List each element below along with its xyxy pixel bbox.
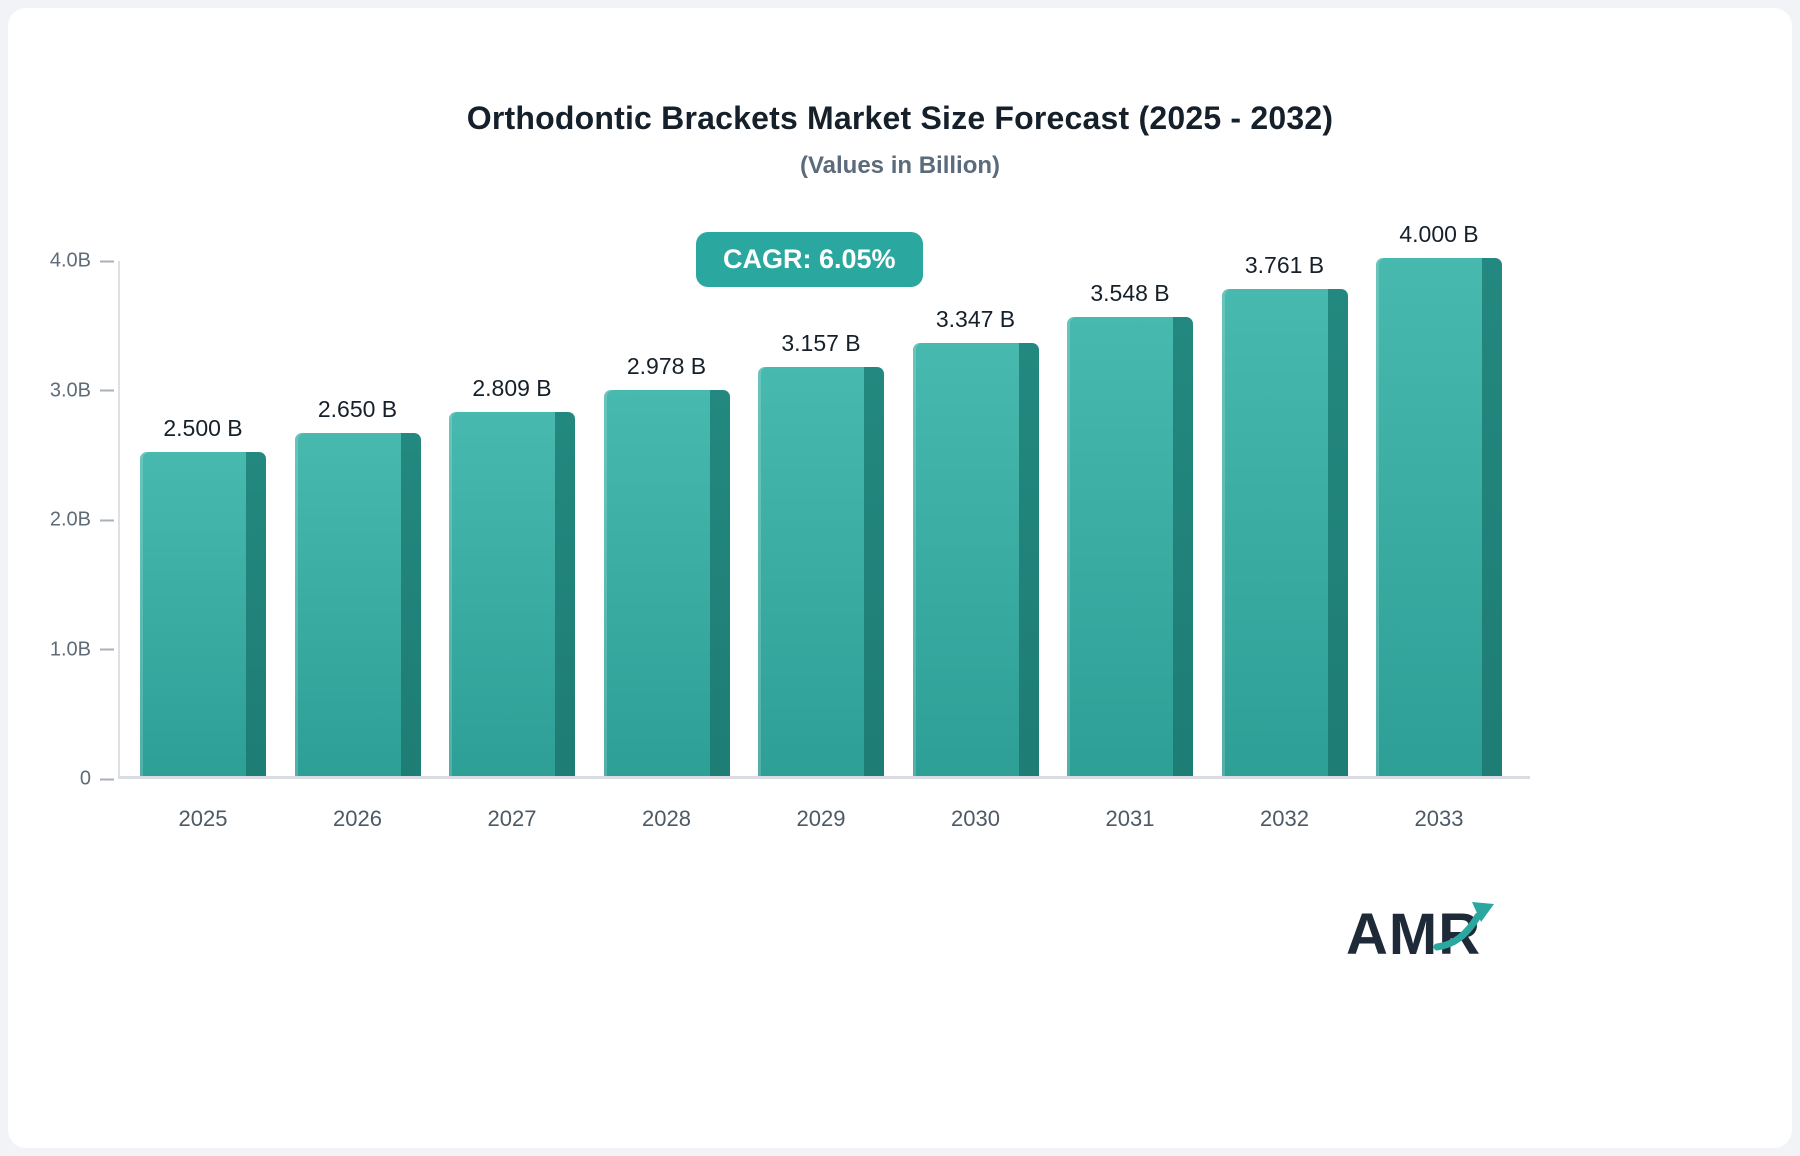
bar: 3.548 B 2031: [1067, 280, 1193, 831]
y-axis-tick: 0: [80, 768, 114, 791]
x-axis-tick-label: 2033: [1414, 806, 1464, 831]
y-tick-dash: [100, 260, 114, 262]
y-axis-tick: 1.0B: [50, 638, 114, 661]
x-axis-tick-label: 2026: [333, 806, 382, 831]
y-tick-dash: [100, 778, 114, 780]
bar-face-side: [1327, 289, 1348, 776]
bar-face-side: [1018, 343, 1039, 776]
bar-value-label: 2.650 B: [317, 396, 398, 422]
bar-face-side: [555, 412, 575, 776]
bar-face-main: [1067, 317, 1173, 776]
page-title: Orthodontic Brackets Market Size Forecas…: [466, 100, 1334, 136]
bar-value-label: 2.500 B: [163, 415, 243, 441]
x-axis-tick-label: 2030: [951, 806, 1000, 831]
bar-faces: [1221, 289, 1348, 776]
bar-face-main: [758, 367, 864, 776]
bar: 3.761 B 2032: [1221, 252, 1348, 831]
x-axis-tick-label: 2027: [487, 806, 537, 831]
y-tick-label: 4.0B: [49, 249, 91, 272]
bar-face-side: [400, 433, 421, 776]
bar-face-side: [246, 452, 266, 776]
x-axis-tick-label: 2025: [178, 806, 228, 831]
x-axis-tick-label: 2032: [1260, 806, 1309, 831]
bar-faces: [294, 433, 421, 776]
bar-faces: [912, 343, 1039, 776]
bar-faces: [140, 452, 266, 776]
x-axis-tick-label: 2028: [642, 806, 691, 831]
bar-face-main: [1376, 258, 1482, 776]
y-tick-dash: [100, 519, 114, 521]
bar-face-main: [449, 412, 555, 776]
bar-face-main: [603, 390, 710, 776]
bar-faces: [1376, 258, 1502, 776]
bar-face-side: [1173, 317, 1193, 776]
y-tick-label: 0: [79, 767, 91, 790]
bar: 2.978 B 2028: [603, 353, 730, 831]
logo-arrow-icon: [1433, 902, 1495, 951]
y-tick-dash: [100, 648, 114, 651]
y-axis-tick: 2.0B: [50, 509, 114, 532]
bar-value-label: 4.000 B: [1399, 221, 1479, 247]
bars-row: 2.500 B 2025 2.650 B 2026 2.809 B 2027 2.978 B…: [120, 221, 1530, 831]
y-tick-label: 2.0B: [49, 508, 91, 531]
bar-face-main: [294, 433, 401, 776]
bar: 3.157 B 2029: [758, 330, 884, 831]
plot-area: 4.0B 3.0B 2.0B 1.0B 0 2.500 B 2025 2.650 B 2026…: [50, 221, 1530, 831]
x-axis-tick-label: 2029: [796, 806, 846, 831]
bar-face-side: [864, 367, 884, 776]
bar-face-side: [1482, 258, 1502, 776]
y-tick-dash: [100, 389, 114, 392]
bar: 3.347 B 2030: [912, 306, 1039, 831]
bar: 2.809 B 2027: [449, 375, 575, 831]
y-axis-tick: 4.0B: [50, 250, 114, 273]
y-axis-tick: 3.0B: [50, 379, 114, 402]
bar-value-label: 3.347 B: [935, 306, 1016, 332]
bar: 2.650 B 2026: [294, 396, 421, 831]
bar-faces: [449, 412, 575, 776]
chart-subtitle: (Values in Billion): [799, 152, 1001, 179]
bar-face-main: [140, 452, 246, 776]
bar-faces: [1067, 317, 1193, 776]
bar-value-label: 2.809 B: [472, 375, 552, 401]
y-axis: 4.0B 3.0B 2.0B 1.0B 0: [10, 250, 114, 790]
bar-value-label: 3.157 B: [781, 330, 861, 356]
bar-face-main: [912, 343, 1019, 776]
bar-faces: [603, 390, 730, 776]
chart-card: Orthodontic Brackets Market Size Forecas…: [8, 8, 1792, 1148]
logo-text: AMR: [1346, 902, 1482, 967]
bar-face-main: [1221, 289, 1328, 776]
bar: 2.500 B 2025: [140, 415, 266, 831]
bar-face-side: [709, 390, 730, 776]
cagr-badge: CAGR: 6.05%: [696, 232, 923, 287]
bar: 4.000 B 2033: [1376, 221, 1502, 831]
bar-faces: [758, 367, 884, 776]
y-tick-label: 1.0B: [49, 638, 91, 660]
x-axis-tick-label: 2031: [1105, 806, 1155, 831]
y-tick-label: 3.0B: [49, 379, 91, 401]
bar-value-label: 3.761 B: [1244, 252, 1325, 278]
bar-value-label: 2.978 B: [626, 353, 707, 379]
bar-value-label: 3.548 B: [1090, 280, 1170, 306]
brand-logo: AMR: [1346, 901, 1495, 968]
